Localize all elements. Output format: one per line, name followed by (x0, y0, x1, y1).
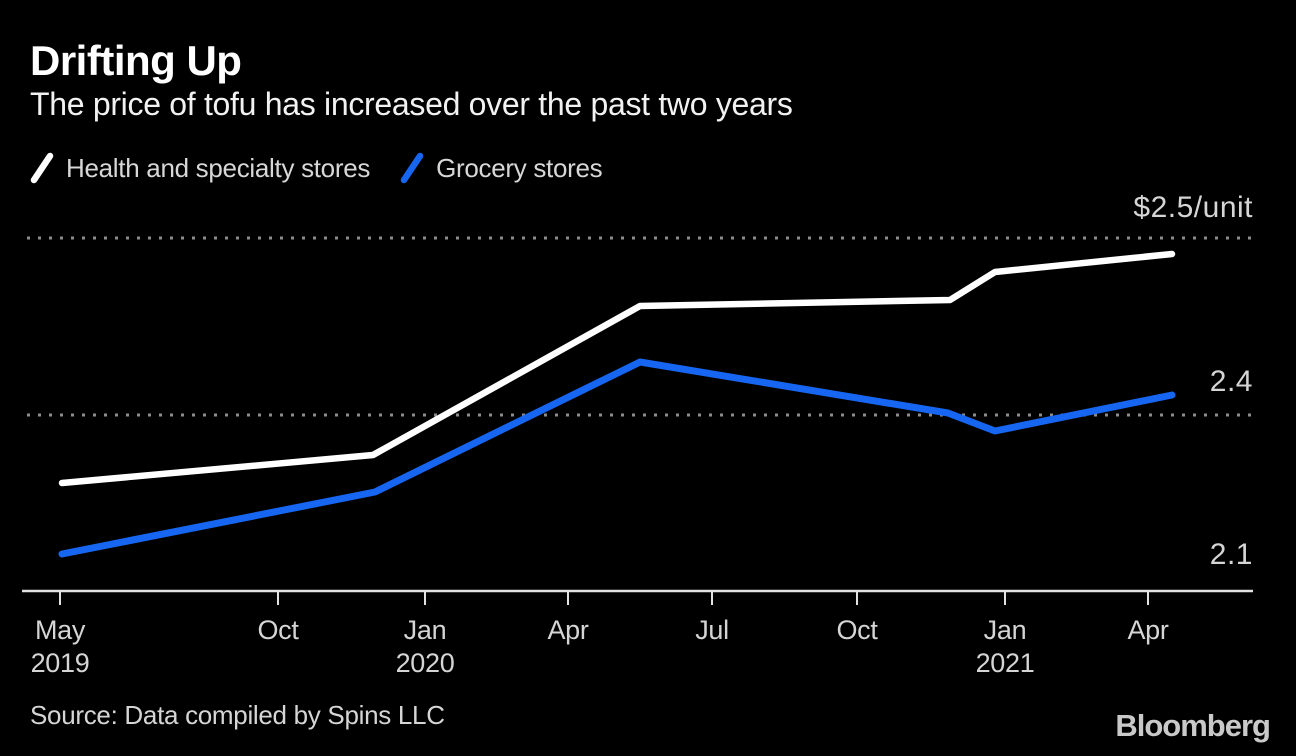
y-axis-label-2-1: 2.1 (1209, 538, 1253, 571)
chart-legend: Health and specialty stores Grocery store… (30, 150, 603, 186)
legend-item-health-and-specialty-stores: Health and specialty stores (30, 152, 370, 184)
series-line-health-and-specialty-stores (58, 250, 1176, 487)
legend-slash-icon (30, 152, 54, 184)
legend-item-grocery-stores: Grocery stores (400, 152, 603, 184)
y-axis-label-2-5-unit: $2.5/unit (1133, 191, 1253, 224)
source-credit: Source: Data compiled by Spins LLC (30, 700, 445, 730)
series-line-grocery-stores (58, 358, 1176, 558)
legend-slash-icon (400, 152, 424, 184)
chart-subtitle: The price of tofu has increased over the… (30, 86, 793, 122)
bloomberg-logo: Bloomberg (1115, 708, 1271, 743)
legend-item-label: Grocery stores (436, 152, 603, 183)
chart-title: Drifting Up (30, 37, 242, 84)
legend-item-label: Health and specialty stores (66, 152, 371, 183)
y-axis-label-2-4: 2.4 (1209, 365, 1253, 398)
